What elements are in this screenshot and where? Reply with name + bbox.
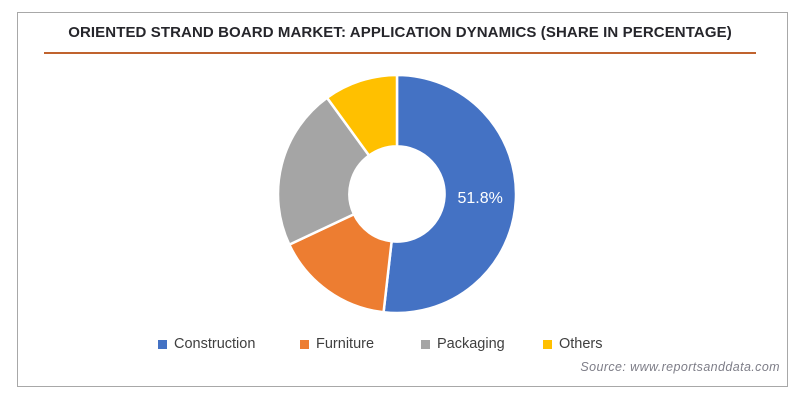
slice-label-construction: 51.8% [458,190,503,207]
slice-furniture [288,213,393,314]
legend-swatch-others [543,339,552,349]
legend-item-furniture: Furniture [300,334,374,354]
legend-item-others: Others [543,334,603,354]
chart-title: ORIENTED STRAND BOARD MARKET: APPLICATIO… [68,24,732,41]
legend-label-furniture: Furniture [316,336,375,352]
slice-construction [382,73,518,315]
source-attribution: Source: www.reportsanddata.com [580,360,780,374]
donut-chart: 51.8% [276,73,518,315]
legend-label-construction: Construction [174,336,256,352]
slice-others [325,73,399,157]
legend-item-packaging: Packaging [421,334,505,354]
legend-item-construction: Construction [158,334,255,354]
legend-label-others: Others [559,336,603,352]
title-underline [44,52,756,54]
legend-swatch-furniture [300,339,309,349]
legend-swatch-construction [158,339,167,349]
slice-packaging [276,96,371,246]
chart-legend: Construction Furniture Packaging Others [0,334,800,354]
legend-label-packaging: Packaging [437,336,505,352]
legend-swatch-packaging [421,339,430,349]
